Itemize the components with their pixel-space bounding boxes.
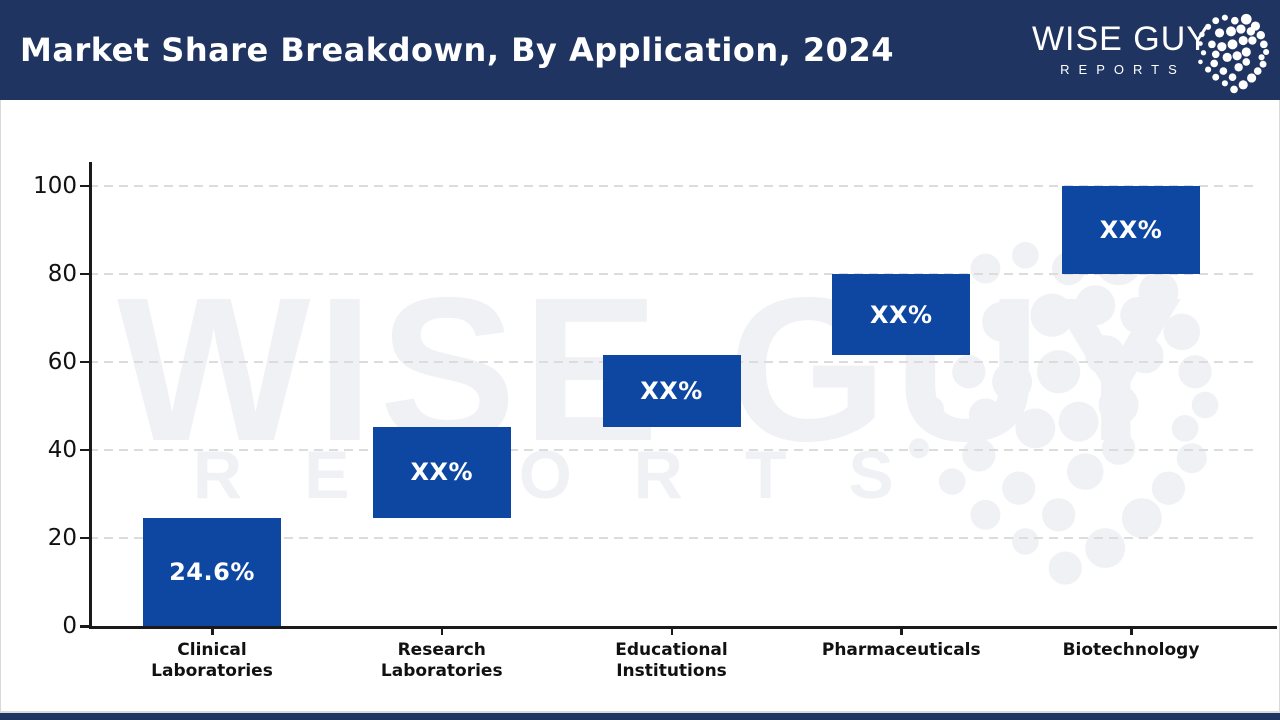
- bar-educational-institutions: XX%: [602, 355, 741, 428]
- gridline-40: [89, 448, 1254, 451]
- logo-wordmark: WISE GUY: [1031, 20, 1210, 58]
- y-tick-mark: [80, 184, 89, 187]
- y-tick-label: 20: [47, 524, 77, 551]
- logo-subtitle: REPORTS: [1060, 62, 1186, 77]
- bar-pharmaceuticals: XX%: [832, 274, 971, 356]
- y-tick-label: 80: [47, 260, 77, 287]
- x-category-label: Educational Institutions: [615, 640, 728, 681]
- bar-value-label: XX%: [1099, 215, 1163, 244]
- y-tick-label: 40: [47, 436, 77, 463]
- x-tick-mark: [900, 626, 903, 635]
- footer-bar: [0, 713, 1280, 720]
- bar-value-label: XX%: [640, 377, 703, 406]
- y-tick-mark: [80, 536, 89, 540]
- y-tick-mark: [80, 272, 89, 276]
- y-tick-mark: [80, 625, 89, 628]
- bar-research-laboratories: XX%: [372, 427, 511, 518]
- logo-text: WISE GUY REPORTS: [1032, 20, 1210, 77]
- y-tick-label: 0: [62, 613, 77, 639]
- bar-value-label: XX%: [410, 458, 474, 487]
- bar-clinical-laboratories: 24.6%: [143, 517, 281, 626]
- y-tick-label: 100: [33, 172, 77, 199]
- bar-value-label: XX%: [869, 300, 933, 329]
- x-category-label: Pharmaceuticals: [821, 640, 981, 660]
- chart-title: Market Share Breakdown, By Application, …: [20, 31, 894, 69]
- y-tick-mark: [80, 448, 89, 452]
- x-tick-mark: [670, 626, 673, 635]
- y-tick-label: 60: [47, 348, 77, 375]
- x-tick-mark: [1130, 626, 1133, 635]
- x-category-label: Biotechnology: [1062, 640, 1200, 660]
- gridline-20: [89, 536, 1254, 539]
- bar-biotechnology: XX%: [1062, 185, 1200, 275]
- gridline-100: [89, 184, 1254, 187]
- gridline-80: [89, 272, 1254, 275]
- bar-value-label: 24.6%: [169, 557, 255, 586]
- y-axis-line: [89, 162, 92, 626]
- x-axis-line: [89, 626, 1277, 629]
- x-category-label: Clinical Laboratories: [151, 640, 273, 681]
- x-tick-mark: [211, 626, 214, 635]
- header-bar: Market Share Breakdown, By Application, …: [0, 0, 1280, 100]
- wise-guy-reports-logo: WISE GUY REPORTS: [1004, 6, 1272, 94]
- y-tick-mark: [80, 360, 89, 364]
- plot-area: WISE GUY REPORTS 02040608010024.6%Clinic…: [0, 100, 1280, 713]
- x-tick-mark: [440, 626, 444, 635]
- x-category-label: Research Laboratories: [380, 640, 503, 681]
- dotted-face-icon: [1198, 13, 1270, 94]
